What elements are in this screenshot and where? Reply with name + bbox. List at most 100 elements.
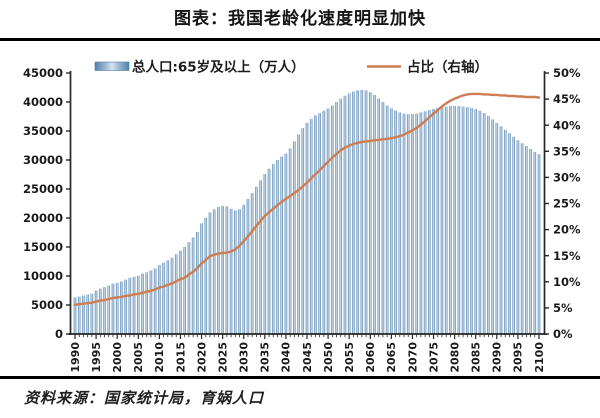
bar [478,110,482,334]
bar [309,118,313,334]
left-axis-label: 35000 [23,124,63,138]
bar [398,112,402,334]
bar [124,279,127,334]
right-axis-label: 5% [553,301,573,315]
bar [503,129,507,334]
x-axis-label: 2090 [491,342,504,373]
right-axis-label: 40% [553,118,581,132]
bar [314,115,317,334]
bar [77,296,81,334]
right-axis-label: 10% [553,275,581,289]
x-axis-label: 2040 [280,342,293,373]
legend-line-label: 占比（右轴） [407,59,488,76]
bar [465,107,469,334]
bar [449,106,452,334]
bar [474,108,478,335]
bar [99,288,102,334]
bar [533,151,537,334]
bar [360,89,364,334]
bar [238,209,241,334]
right-axis-label: 0% [553,327,573,341]
bar [128,277,132,334]
bar [423,111,427,334]
x-axis-label: 2075 [427,342,440,373]
bar [339,98,343,335]
bar [259,180,262,334]
bar [280,156,283,334]
x-axis-label: 2060 [364,342,377,373]
bar [183,246,186,334]
x-axis-label: 2065 [385,342,398,373]
bar [90,293,94,334]
legend-bar-swatch [94,61,130,71]
x-axis-label: 2045 [301,342,314,373]
bar [381,102,385,334]
bar [200,223,203,334]
bar [428,110,431,335]
bar [293,141,296,334]
bar [86,294,89,334]
bar [368,92,372,334]
x-axis-label: 2055 [343,342,356,373]
bar [187,242,191,334]
bar [217,206,220,334]
bar [415,113,418,334]
x-axis-label: 2095 [512,342,525,373]
bar [364,90,368,335]
bar [356,90,359,335]
bar [94,290,98,334]
bar [208,212,212,334]
footer-divider [0,376,600,379]
bar [250,193,254,334]
bar [461,106,465,334]
bar [529,148,532,334]
left-axis-label: 10000 [23,269,63,283]
left-axis-label: 40000 [23,95,63,109]
x-axis-label: 2000 [111,342,124,373]
right-axis-label: 30% [553,171,581,185]
bar [271,164,275,334]
right-axis-label: 50% [553,66,581,80]
legend: 总人口:65岁及以上（万人） 占比（右轴） [94,59,488,76]
bar [221,205,224,334]
bar [482,113,486,335]
left-axis-label: 15000 [23,240,63,254]
bar [276,160,279,334]
bar [301,128,305,334]
bar [162,262,165,334]
right-axis-label: 15% [553,249,581,263]
x-axis-label: 2085 [470,342,483,373]
x-axis-label: 2070 [406,342,419,373]
page-title: 图表：我国老龄化速度明显加快 [174,9,426,29]
bar [318,113,321,335]
bar [288,148,292,334]
x-axis-label: 2100 [533,342,546,373]
ratio-line [73,92,541,306]
bar [411,114,414,335]
x-axis-label: 2080 [448,342,461,373]
bar [512,136,515,334]
bar [436,107,440,334]
x-axis-label: 2015 [174,342,187,373]
x-axis-label: 1990 [69,342,82,373]
bar [385,105,389,334]
bar [107,285,111,334]
bar [233,210,237,334]
x-axis-label: 2010 [153,342,166,373]
bar [153,268,157,334]
bar [166,260,170,334]
bar [335,102,338,334]
bar [179,250,182,334]
source-note: 资料来源：国家统计局，育娲人口 [24,389,265,407]
left-axis-label: 0 [55,327,63,341]
bar [149,270,153,334]
bar [120,281,123,334]
left-axis-label: 5000 [31,298,63,312]
bar [495,122,499,334]
bar [103,287,106,334]
right-axis-label: 35% [553,144,581,158]
bar [516,140,520,334]
bar [432,108,435,335]
bar [352,91,355,334]
